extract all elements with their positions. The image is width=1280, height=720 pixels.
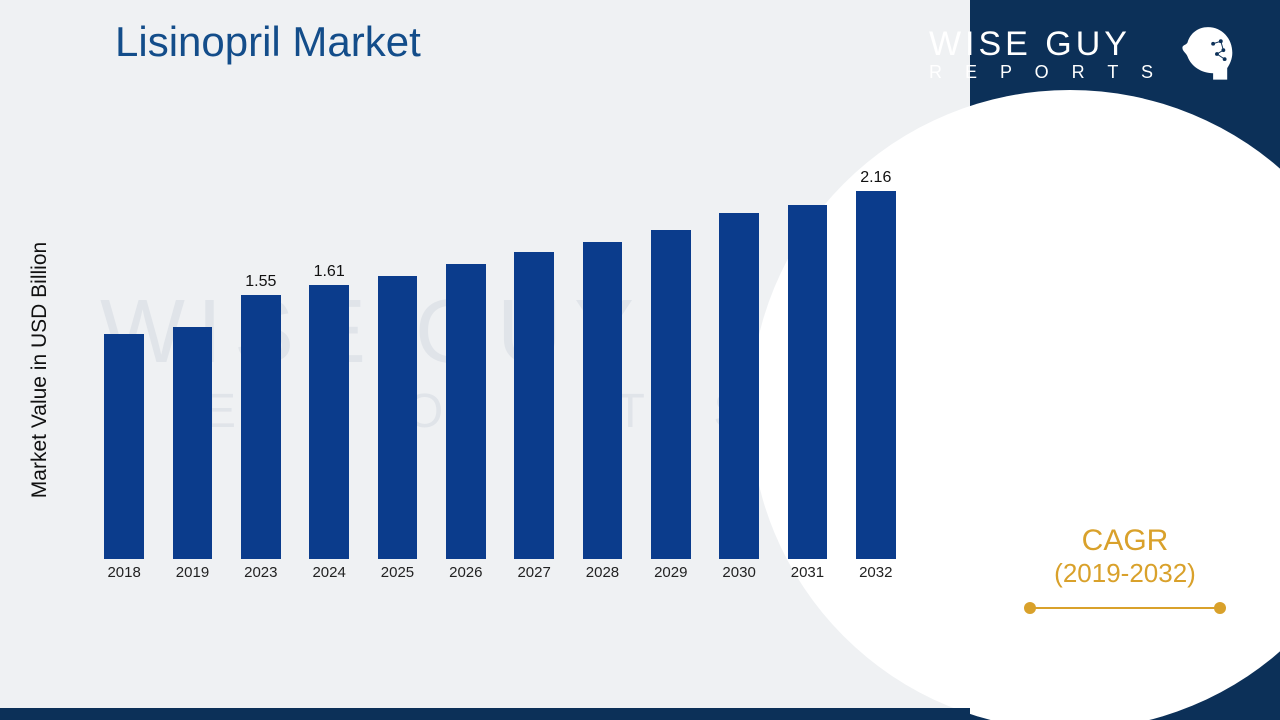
x-tick-label: 2025 (363, 564, 431, 590)
y-axis-label: Market Value in USD Billion (28, 242, 52, 498)
cagr-label: CAGR (1010, 524, 1240, 558)
bar-cell: 1.61 (295, 150, 363, 559)
brand-line1: WISE GUY (929, 25, 1162, 64)
bar-chart: Market Value in USD Billion 1.551.612.16… (40, 150, 910, 590)
bar (309, 285, 349, 559)
bar (583, 242, 623, 559)
bar (719, 213, 759, 559)
x-tick-label: 2028 (568, 564, 636, 590)
bar-value-label: 1.61 (314, 263, 345, 281)
x-tick-label: 2030 (705, 564, 773, 590)
head-icon (1176, 22, 1240, 86)
x-tick-label: 2024 (295, 564, 363, 590)
brand-logo: WISE GUY R E P O R T S (929, 22, 1240, 86)
cagr-period: (2019-2032) (1010, 558, 1240, 589)
bar-cell (705, 150, 773, 559)
bar-value-label: 2.16 (860, 169, 891, 187)
x-tick-label: 2032 (842, 564, 910, 590)
bar (514, 252, 554, 559)
bar-cell (363, 150, 431, 559)
x-tick-label: 2019 (158, 564, 226, 590)
x-tick-label: 2018 (90, 564, 158, 590)
cagr-value: 3.72% (1010, 623, 1240, 660)
plot-area: 1.55 1.61 2.16 (90, 150, 910, 560)
bar (173, 327, 213, 559)
bar (104, 334, 144, 559)
bar-cell (432, 150, 500, 559)
chart-title: Lisinopril Market (115, 18, 421, 66)
cagr-divider (1030, 607, 1220, 609)
cagr-block: CAGR (2019-2032) 3.72% (1010, 524, 1240, 660)
x-axis: 2018201920232024202520262027202820292030… (90, 564, 910, 590)
x-tick-label: 2026 (432, 564, 500, 590)
x-tick-label: 2023 (227, 564, 295, 590)
brand-line2: R E P O R T S (929, 62, 1162, 83)
bar (856, 191, 896, 559)
bar-cell (158, 150, 226, 559)
x-tick-label: 2027 (500, 564, 568, 590)
bar (241, 295, 281, 559)
report-canvas: Lisinopril Market WISE GUY R E P O R T S… (0, 0, 1280, 720)
bottom-stripe (0, 708, 970, 720)
bar-cell (500, 150, 568, 559)
bar-cell (90, 150, 158, 559)
bar-cell (568, 150, 636, 559)
bars-container: 1.55 1.61 2.16 (90, 150, 910, 560)
bar (446, 264, 486, 559)
bar-cell: 1.55 (227, 150, 295, 559)
x-tick-label: 2031 (773, 564, 841, 590)
bar (651, 230, 691, 559)
bar-value-label: 1.55 (245, 273, 276, 291)
bar-cell: 2.16 (842, 150, 910, 559)
bar (378, 276, 418, 559)
x-tick-label: 2029 (637, 564, 705, 590)
bar-cell (773, 150, 841, 559)
bar-cell (637, 150, 705, 559)
bar (788, 205, 828, 559)
